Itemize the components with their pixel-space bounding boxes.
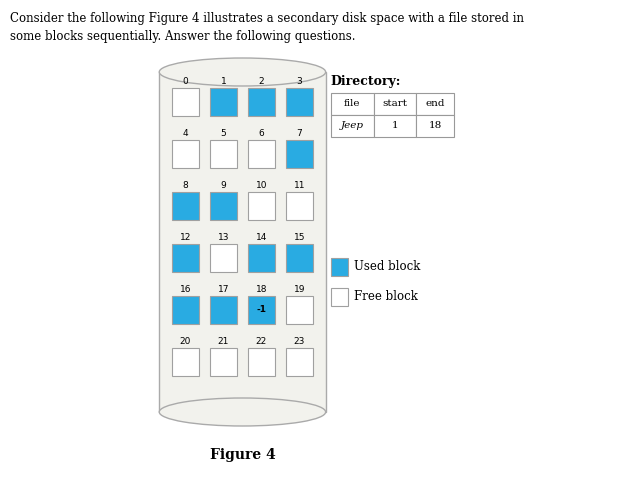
Text: start: start [382,99,408,108]
Bar [210,88,237,116]
Text: 11: 11 [294,181,305,190]
Bar [417,115,454,137]
Ellipse shape [160,58,325,86]
Text: 22: 22 [256,337,267,346]
Text: 2: 2 [259,77,264,86]
Bar [160,72,325,412]
Text: 0: 0 [182,77,188,86]
Bar [286,192,313,220]
Text: 16: 16 [180,285,191,294]
Text: 4: 4 [182,129,188,138]
Text: Free block: Free block [354,290,418,303]
Text: Directory:: Directory: [331,75,401,88]
Text: 18: 18 [256,285,267,294]
Bar [417,93,454,115]
Text: 3: 3 [297,77,303,86]
Text: -1: -1 [256,305,266,314]
Ellipse shape [160,398,325,426]
Bar [373,115,417,137]
Text: 15: 15 [294,233,305,242]
Bar [331,115,373,137]
Bar [248,348,275,376]
Text: some blocks sequentially. Answer the following questions.: some blocks sequentially. Answer the fol… [9,30,355,43]
Bar [286,244,313,272]
Bar [248,244,275,272]
Bar [331,258,348,276]
Bar [331,288,348,306]
Bar [210,244,237,272]
Bar [286,348,313,376]
Bar [248,192,275,220]
Bar [286,296,313,324]
Bar [248,296,275,324]
Text: Consider the following Figure 4 illustrates a secondary disk space with a file s: Consider the following Figure 4 illustra… [9,12,523,25]
Text: 7: 7 [297,129,303,138]
Bar [172,192,199,220]
Text: 5: 5 [220,129,227,138]
Bar [172,348,199,376]
Text: 12: 12 [180,233,191,242]
Text: 1: 1 [220,77,227,86]
Bar [248,140,275,168]
Text: 21: 21 [218,337,229,346]
Text: 20: 20 [180,337,191,346]
Text: Figure 4: Figure 4 [210,448,275,462]
Text: 14: 14 [256,233,267,242]
Bar [373,93,417,115]
Text: 1: 1 [392,121,398,131]
Text: 18: 18 [429,121,442,131]
Bar [210,296,237,324]
Text: 19: 19 [294,285,305,294]
Text: file: file [344,99,361,108]
Bar [248,88,275,116]
Bar [286,140,313,168]
Bar [210,192,237,220]
Text: end: end [426,99,445,108]
Bar [172,88,199,116]
Text: Used block: Used block [354,261,420,274]
Text: 17: 17 [218,285,229,294]
Text: 13: 13 [218,233,229,242]
Bar [172,296,199,324]
Text: 10: 10 [256,181,267,190]
Text: 6: 6 [259,129,265,138]
Text: Jeep: Jeep [341,121,364,131]
Bar [286,88,313,116]
Bar [172,140,199,168]
Text: 9: 9 [220,181,227,190]
Text: 8: 8 [182,181,188,190]
Bar [331,93,373,115]
Bar [210,140,237,168]
Text: 23: 23 [294,337,305,346]
Bar [210,348,237,376]
Bar [172,244,199,272]
